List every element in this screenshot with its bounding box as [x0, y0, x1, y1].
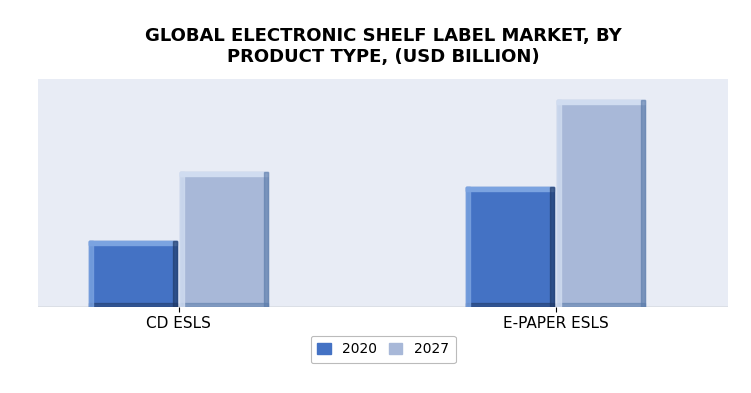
Bar — [180, 172, 268, 176]
Bar — [89, 241, 177, 245]
Bar — [466, 187, 554, 191]
Legend: 2020, 2027: 2020, 2027 — [310, 336, 456, 364]
Bar — [173, 241, 177, 307]
Title: GLOBAL ELECTRONIC SHELF LABEL MARKET, BY
PRODUCT TYPE, (USD BILLION): GLOBAL ELECTRONIC SHELF LABEL MARKET, BY… — [145, 27, 621, 66]
Bar — [89, 241, 93, 307]
Bar — [466, 187, 470, 191]
Bar — [180, 172, 185, 176]
Bar — [557, 100, 561, 307]
Bar — [557, 303, 645, 307]
Bar — [550, 187, 554, 307]
Bar — [557, 100, 645, 104]
Bar — [180, 303, 268, 307]
Bar — [641, 100, 645, 307]
Bar — [466, 303, 554, 307]
Bar — [89, 303, 177, 307]
Bar — [89, 241, 177, 307]
Bar — [180, 172, 268, 307]
Bar — [89, 241, 93, 245]
Bar — [557, 100, 561, 104]
Bar — [180, 172, 185, 307]
Bar — [466, 187, 470, 307]
Bar — [264, 172, 268, 307]
Bar — [466, 187, 554, 307]
Bar — [557, 100, 645, 307]
